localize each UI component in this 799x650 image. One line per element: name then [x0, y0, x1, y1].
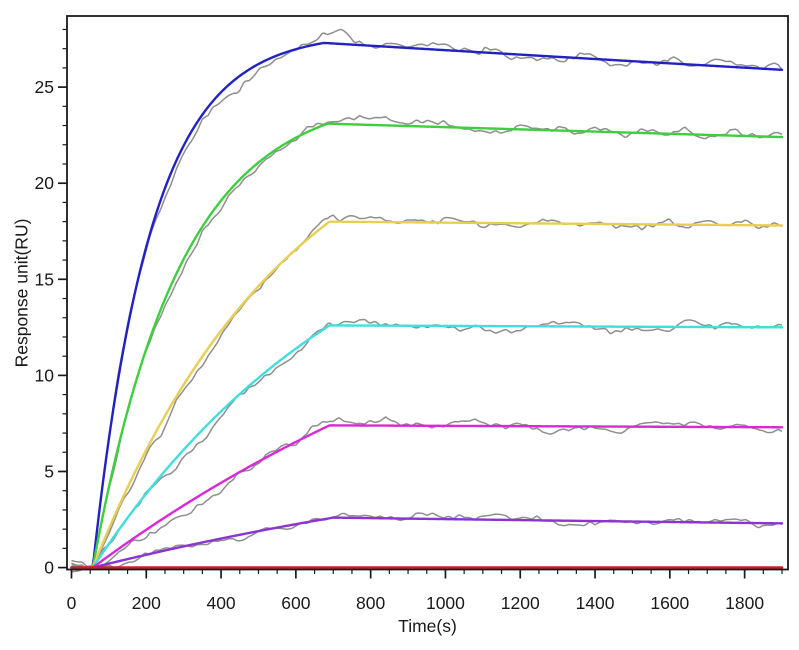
fit-curve-5-magenta [70, 424, 784, 569]
y-tick-label: 0 [44, 558, 54, 578]
fit-curve-1-dark-blue [70, 41, 784, 569]
fit-curve-3-yellow [70, 220, 784, 569]
x-tick-label: 0 [67, 593, 77, 613]
noise-trace-4 [71, 318, 783, 567]
plot-frame [66, 15, 789, 571]
x-tick-label: 1400 [576, 593, 615, 613]
x-tick-label: 400 [206, 593, 235, 613]
x-tick-label: 1000 [426, 593, 465, 613]
x-tick-label: 1600 [650, 593, 689, 613]
x-tick-label: 1800 [725, 593, 764, 613]
y-tick-label: 25 [35, 77, 54, 97]
x-tick-label: 800 [356, 593, 385, 613]
fit-curve-6-purple [70, 516, 784, 569]
y-tick-label: 5 [44, 461, 54, 481]
y-tick-label: 10 [35, 365, 55, 385]
x-tick-label: 200 [132, 593, 161, 613]
noise-trace-2 [71, 114, 783, 571]
noise-trace-1 [71, 28, 783, 571]
x-tick-label: 1200 [501, 593, 540, 613]
fit-curve-2-green [70, 122, 784, 569]
x-tick-label: 600 [281, 593, 310, 613]
y-tick-label: 15 [35, 269, 54, 289]
y-axis-title: Response unit(RU) [11, 218, 32, 368]
fit-curve-4-cyan [70, 324, 784, 569]
y-tick-label: 20 [35, 173, 55, 193]
x-axis-title: Time(s) [398, 616, 457, 636]
